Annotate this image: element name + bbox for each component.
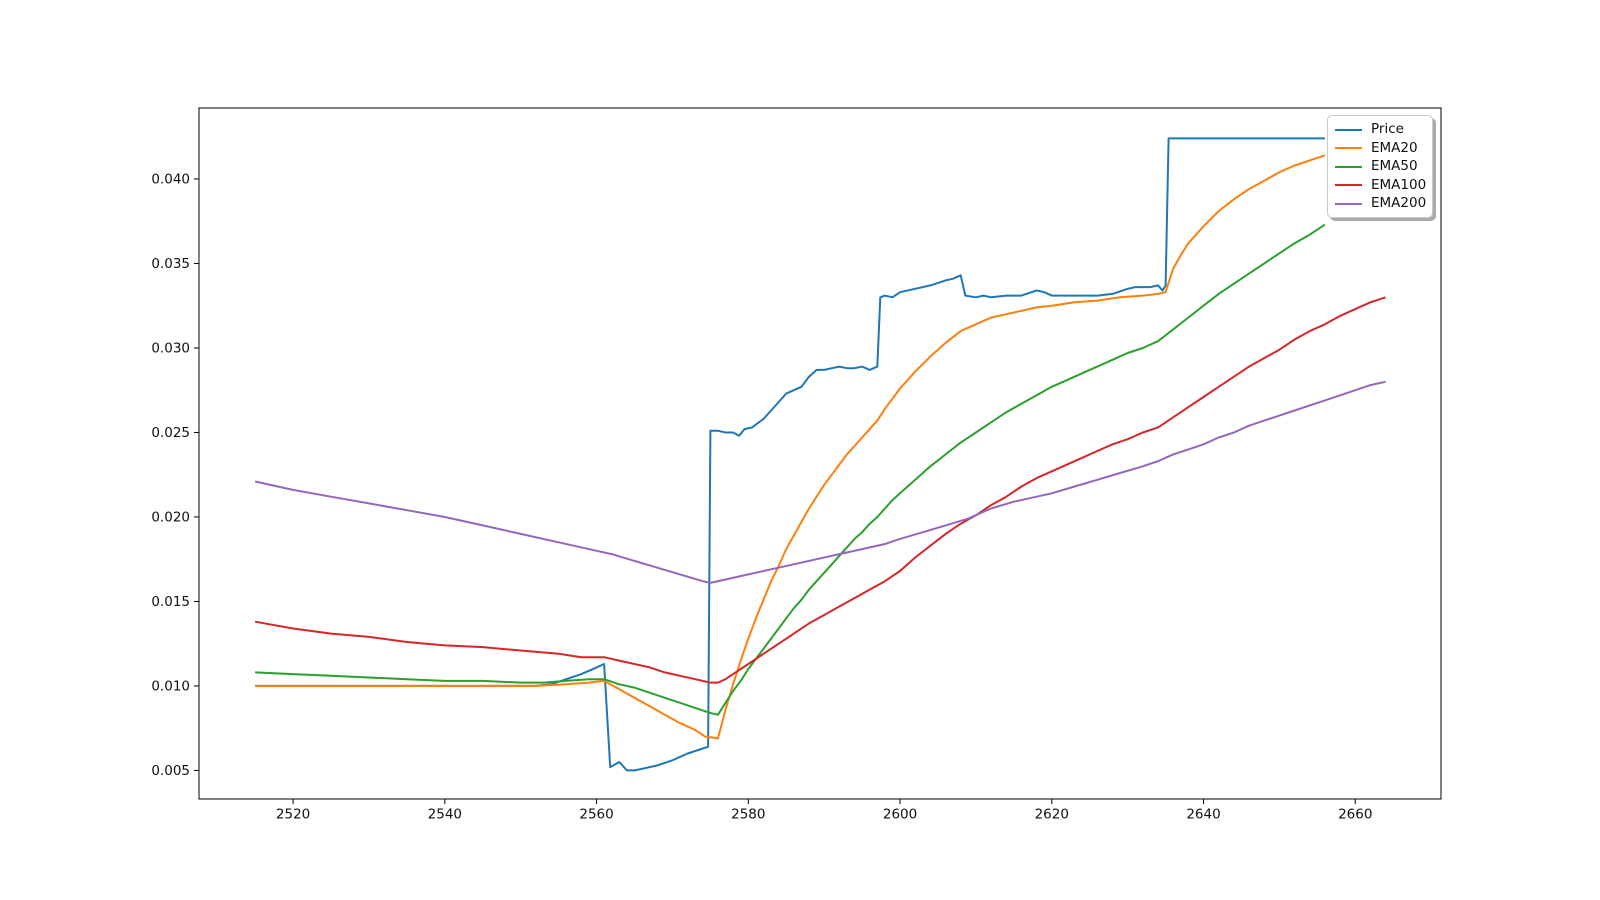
legend-line-swatch bbox=[1335, 147, 1362, 149]
legend-line-swatch bbox=[1335, 202, 1362, 205]
x-tick-label: 2620 bbox=[1035, 807, 1069, 823]
legend-item-ema20: EMA20 bbox=[1335, 140, 1425, 157]
x-tick-label: 2640 bbox=[1186, 807, 1220, 823]
y-tick-label: 0.020 bbox=[151, 509, 190, 525]
y-tick-label: 0.005 bbox=[151, 763, 190, 779]
legend-label: EMA20 bbox=[1371, 139, 1418, 156]
legend-label: Price bbox=[1371, 121, 1404, 137]
legend-line-swatch bbox=[1335, 184, 1362, 186]
legend-label: EMA200 bbox=[1371, 195, 1427, 211]
x-tick-label: 2660 bbox=[1338, 807, 1372, 823]
y-tick-label: 0.040 bbox=[151, 171, 190, 187]
x-tick-label: 2560 bbox=[579, 807, 613, 823]
legend-item-ema200: EMA200 bbox=[1335, 195, 1427, 212]
x-tick-label: 2520 bbox=[276, 807, 310, 823]
legend-item-ema100: EMA100 bbox=[1335, 176, 1427, 194]
series-line-ema200 bbox=[254, 380, 1386, 584]
y-tick-label: 0.010 bbox=[151, 678, 190, 694]
legend-line-swatch bbox=[1335, 128, 1362, 131]
y-tick-label: 0.035 bbox=[151, 256, 190, 272]
x-tick-label: 2600 bbox=[883, 807, 917, 823]
x-tick-label: 2580 bbox=[731, 807, 765, 823]
legend-label: EMA100 bbox=[1371, 176, 1427, 193]
y-tick-label: 0.030 bbox=[151, 340, 190, 356]
legend: Price EMA20 EMA50 EMA100 EMA200 bbox=[1327, 115, 1433, 218]
axes-spines bbox=[198, 107, 1442, 800]
legend-label: EMA50 bbox=[1371, 158, 1418, 174]
series-line-ema50 bbox=[255, 223, 1326, 716]
y-tick-label: 0.025 bbox=[151, 425, 190, 441]
series-line-price bbox=[255, 137, 1325, 772]
legend-line-swatch bbox=[1335, 165, 1362, 168]
legend-item-ema50: EMA50 bbox=[1335, 158, 1425, 175]
y-tick-label: 0.015 bbox=[151, 594, 190, 610]
series-line-ema20 bbox=[255, 154, 1326, 740]
series-line-ema100 bbox=[254, 296, 1386, 684]
x-tick-label: 2540 bbox=[428, 807, 462, 823]
legend-item-price: Price bbox=[1335, 121, 1425, 138]
